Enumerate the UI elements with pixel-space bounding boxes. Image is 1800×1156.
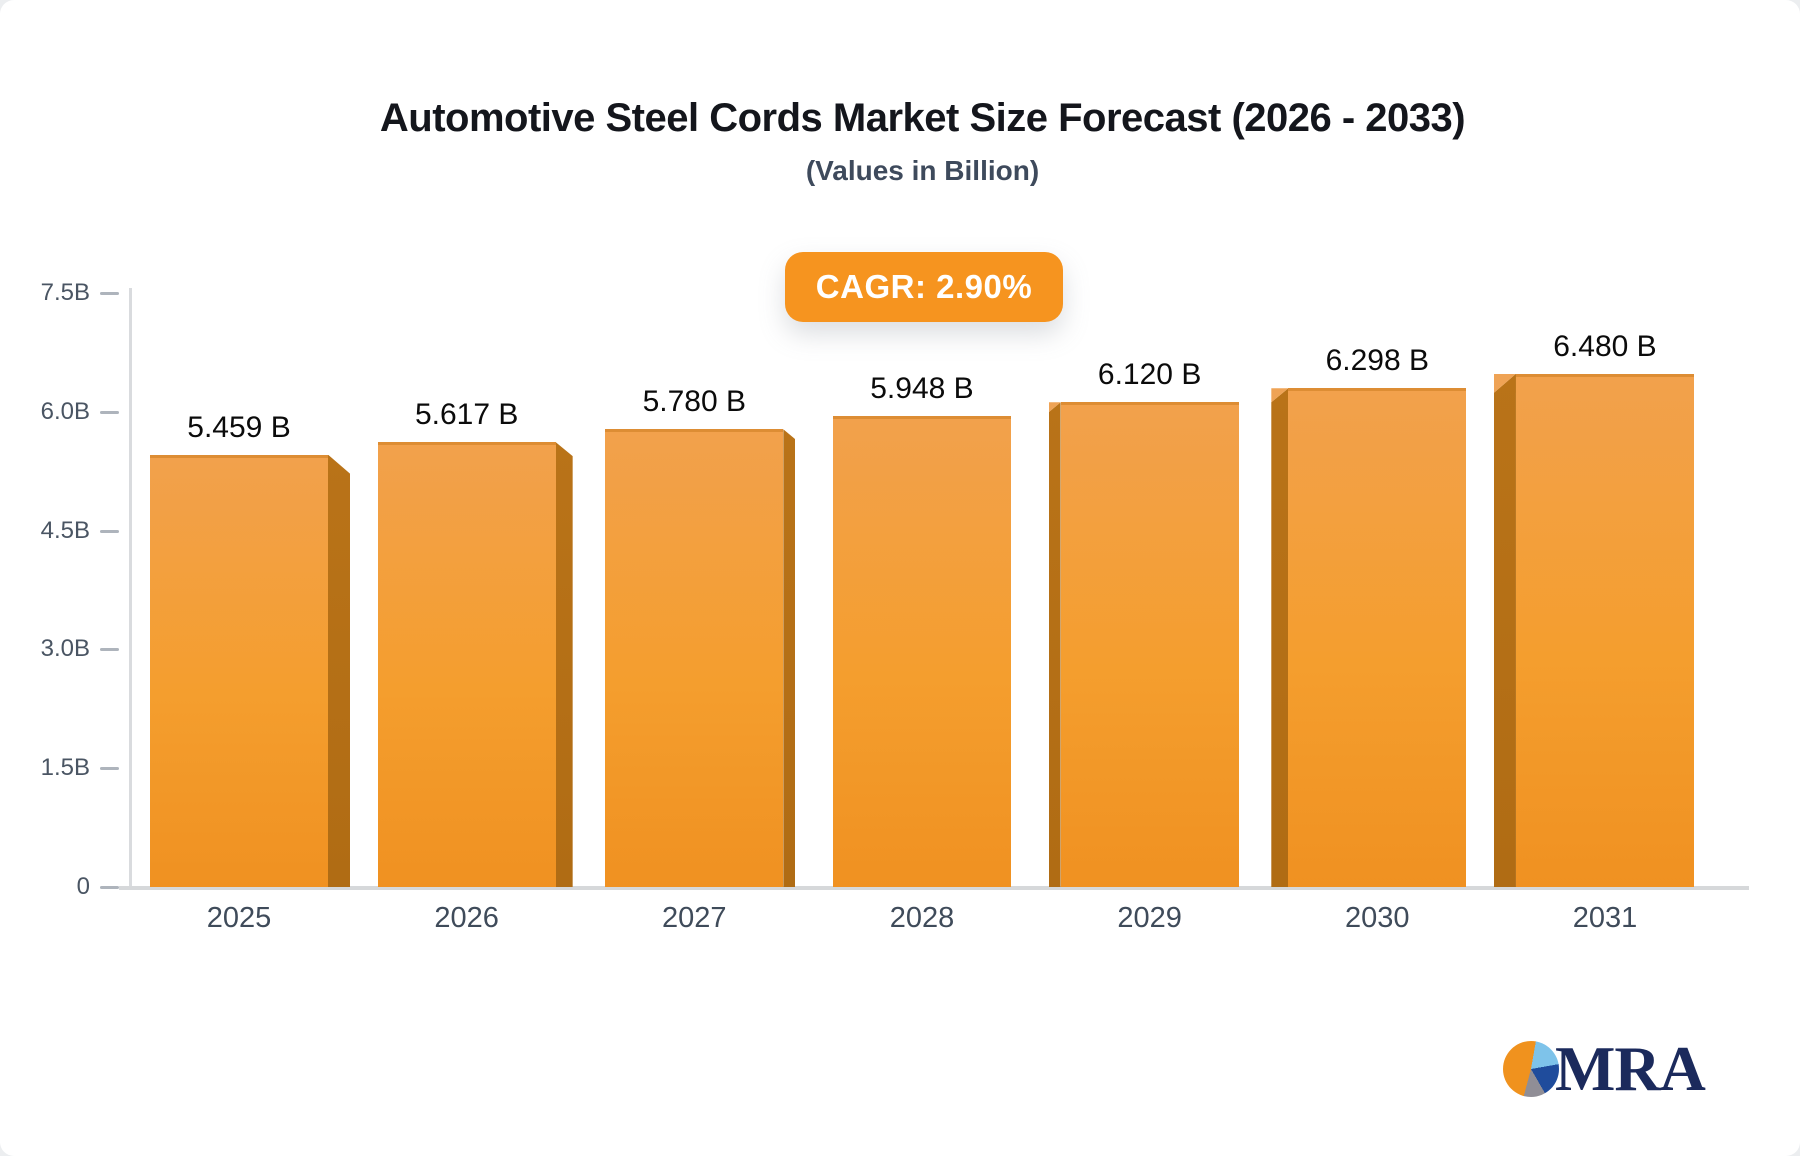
x-axis-category-label: 2030 — [1345, 902, 1410, 934]
y-axis-tick-label: 7.5B — [40, 279, 90, 306]
x-axis-category-label: 2025 — [206, 902, 272, 934]
bar-3d-side — [783, 429, 796, 887]
bar — [1060, 402, 1239, 887]
y-axis-tick — [100, 648, 119, 652]
x-axis-category-label: 2027 — [662, 902, 727, 934]
bar-3d-side — [1271, 388, 1289, 887]
bar-value-label: 6.480 B — [1553, 329, 1657, 363]
y-axis-tick-label: 0 — [76, 873, 90, 900]
bar — [605, 429, 784, 887]
bar — [150, 454, 328, 887]
y-axis-tick-label: 3.0B — [40, 635, 90, 663]
bar-value-label: 5.948 B — [870, 371, 974, 405]
x-axis-category-label: 2029 — [1117, 902, 1182, 934]
bar-3d-bevel — [1048, 402, 1061, 413]
bar — [832, 415, 1011, 887]
logo-text: MRA — [1555, 1033, 1706, 1104]
bar-3d-side — [1048, 402, 1061, 887]
bar-3d-side — [328, 454, 350, 887]
y-axis-tick-label: 4.5B — [40, 516, 90, 544]
chart-subtitle: (Values in Billion) — [805, 155, 1040, 186]
y-axis-line — [129, 288, 132, 888]
cagr-badge-label: CAGR: 2.90% — [815, 268, 1033, 305]
bar-value-label: 5.459 B — [187, 410, 291, 444]
y-axis-tick — [100, 410, 119, 414]
y-axis-tick — [100, 886, 119, 889]
chart-header: Automotive Steel Cords Market Size Forec… — [45, 96, 1800, 187]
y-axis-tick-label: 6.0B — [40, 397, 90, 425]
y-axis-tick-label: 1.5B — [40, 754, 90, 782]
cagr-badge: CAGR: 2.90% — [785, 252, 1063, 322]
bar — [377, 442, 556, 887]
mra-logo: MRA — [1503, 1033, 1706, 1104]
bar-3d-side — [555, 442, 573, 887]
bar — [1515, 373, 1694, 887]
bar — [1288, 388, 1467, 887]
bar-value-label: 6.298 B — [1325, 344, 1429, 378]
chart-title: Automotive Steel Cords Market Size Forec… — [379, 96, 1466, 140]
bar-value-label: 6.120 B — [1097, 358, 1202, 392]
bar-3d-side — [1493, 373, 1516, 887]
y-axis-tick — [100, 767, 119, 771]
x-axis-category-label: 2026 — [434, 902, 499, 934]
bar-value-label: 5.780 B — [642, 385, 747, 419]
x-axis-category-label: 2031 — [1572, 902, 1638, 934]
x-axis-category-label: 2028 — [889, 902, 955, 934]
pie-chart-logo-icon — [1503, 1041, 1559, 1097]
bar-value-label: 5.617 B — [414, 398, 519, 432]
y-axis-tick — [100, 529, 119, 533]
y-axis-tick — [100, 292, 119, 295]
x-axis-line — [119, 886, 1749, 890]
